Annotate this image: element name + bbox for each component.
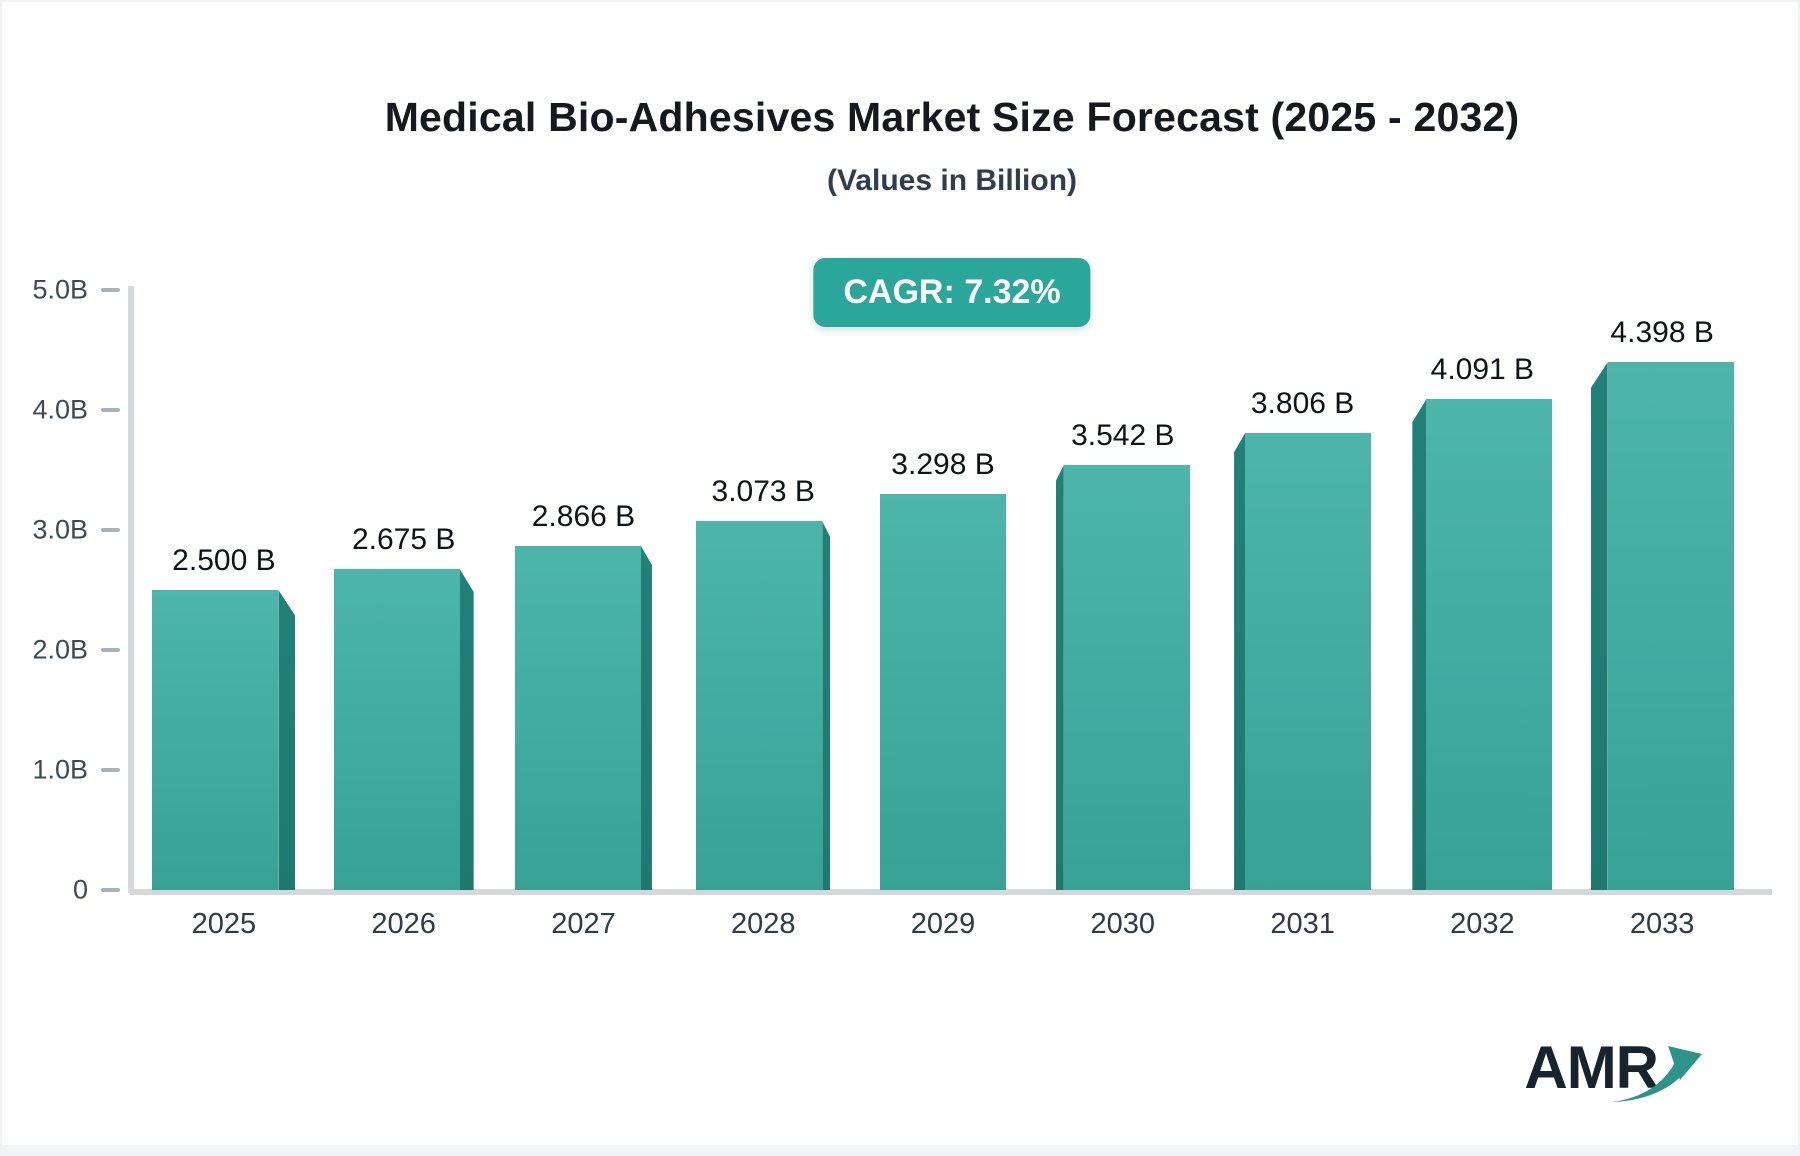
y-tick-label: 0 xyxy=(72,874,88,905)
x-tick-label: 2025 xyxy=(191,908,257,940)
y-tick-dash xyxy=(101,408,120,412)
bar-2027: 2.866 B xyxy=(514,500,652,890)
bar-slot: 2.675 B xyxy=(314,290,494,890)
x-axis-labels: 2025 2026 2027 2028 2029 2030 2031 2032 2033 xyxy=(134,908,1752,941)
y-tick-dash xyxy=(101,768,120,772)
bar-slot: 3.806 B xyxy=(1213,290,1393,890)
x-tick-label: 2026 xyxy=(371,908,436,940)
bar-slot: 2.500 B xyxy=(134,290,314,890)
bar-face xyxy=(333,569,460,890)
x-axis-line xyxy=(130,889,1772,895)
bar-slot: 4.091 B xyxy=(1392,290,1572,890)
bar-face xyxy=(1245,433,1372,890)
y-tick-dash xyxy=(101,648,120,652)
x-tick-label: 2029 xyxy=(910,908,976,940)
bar-side xyxy=(1055,464,1064,890)
bar-side xyxy=(459,569,474,890)
y-axis-line xyxy=(128,286,134,893)
bar-side xyxy=(1234,433,1246,890)
x-tick-label: 2031 xyxy=(1270,908,1335,940)
bar-face xyxy=(1063,464,1190,890)
bar-face xyxy=(696,521,823,890)
bar-2031: 3.806 B xyxy=(1234,387,1372,890)
bar-2025: 2.500 B xyxy=(152,544,296,890)
bar-slot: 3.073 B xyxy=(673,290,853,890)
chart-title: Medical Bio-Adhesives Market Size Foreca… xyxy=(384,94,1520,140)
bar-value-label: 2.500 B xyxy=(172,544,276,577)
y-tick-label: 3.0B xyxy=(32,514,88,545)
bar-face xyxy=(1607,362,1734,890)
bar-side xyxy=(640,546,652,890)
y-axis: 5.0B 4.0B 3.0B 2.0B 1.0B 0 xyxy=(2,275,134,905)
y-tick-dash xyxy=(101,288,120,292)
x-tick-label: 2030 xyxy=(1090,908,1156,940)
x-tick-label: 2033 xyxy=(1629,908,1695,940)
bar-2030: 3.542 B xyxy=(1055,419,1190,890)
bar-slot: 2.866 B xyxy=(494,290,674,890)
bar-slot: 4.398 B xyxy=(1572,290,1752,890)
bar-side xyxy=(1412,399,1427,890)
bar-2029: 3.298 B xyxy=(880,448,1007,890)
bar-2032: 4.091 B xyxy=(1412,353,1553,890)
y-tick-dash xyxy=(101,888,120,892)
bar-side xyxy=(278,590,296,890)
growth-arrow-icon xyxy=(1612,1046,1702,1102)
bar-value-label: 3.298 B xyxy=(891,448,995,482)
bar-slot: 3.542 B xyxy=(1033,290,1213,890)
bar-face xyxy=(514,546,641,890)
bar-value-label: 2.866 B xyxy=(531,500,636,534)
y-tick-dash xyxy=(101,528,120,532)
bar-value-label: 2.675 B xyxy=(351,523,456,556)
bar-face xyxy=(1426,399,1553,890)
bar-value-label: 3.542 B xyxy=(1071,418,1175,452)
y-tick-label: 2.0B xyxy=(32,634,88,665)
bar-face xyxy=(152,590,279,890)
page-bottom-strip xyxy=(2,1145,1798,1154)
x-tick-label: 2027 xyxy=(551,908,616,940)
bar-2026: 2.675 B xyxy=(333,523,474,890)
bar-side xyxy=(1590,362,1608,890)
bar-2033: 4.398 B xyxy=(1590,316,1734,890)
bar-value-label: 4.398 B xyxy=(1610,316,1714,350)
bar-2028: 3.073 B xyxy=(696,475,831,890)
amr-logo-text: AMR xyxy=(1524,1034,1659,1101)
chart-subtitle: (Values in Billion) xyxy=(826,164,1078,197)
bar-side xyxy=(822,521,831,890)
x-tick-label: 2028 xyxy=(730,908,796,940)
x-tick-label: 2032 xyxy=(1450,908,1515,940)
bar-slot: 3.298 B xyxy=(853,290,1033,890)
cagr-badge: CAGR: 7.32% xyxy=(813,258,1091,327)
y-tick-label: 5.0B xyxy=(32,274,88,305)
y-tick-label: 1.0B xyxy=(32,754,88,785)
bar-face xyxy=(880,494,1007,890)
y-tick-label: 4.0B xyxy=(32,394,88,425)
amr-logo: AMR xyxy=(1524,1034,1702,1102)
bar-value-label: 3.073 B xyxy=(711,475,815,509)
plot-area: 2.500 B 2.675 B 2.866 B 3.073 B 3.298 B 3.542… xyxy=(134,290,1752,890)
bar-value-label: 4.091 B xyxy=(1430,353,1535,387)
bar-value-label: 3.806 B xyxy=(1250,387,1355,421)
